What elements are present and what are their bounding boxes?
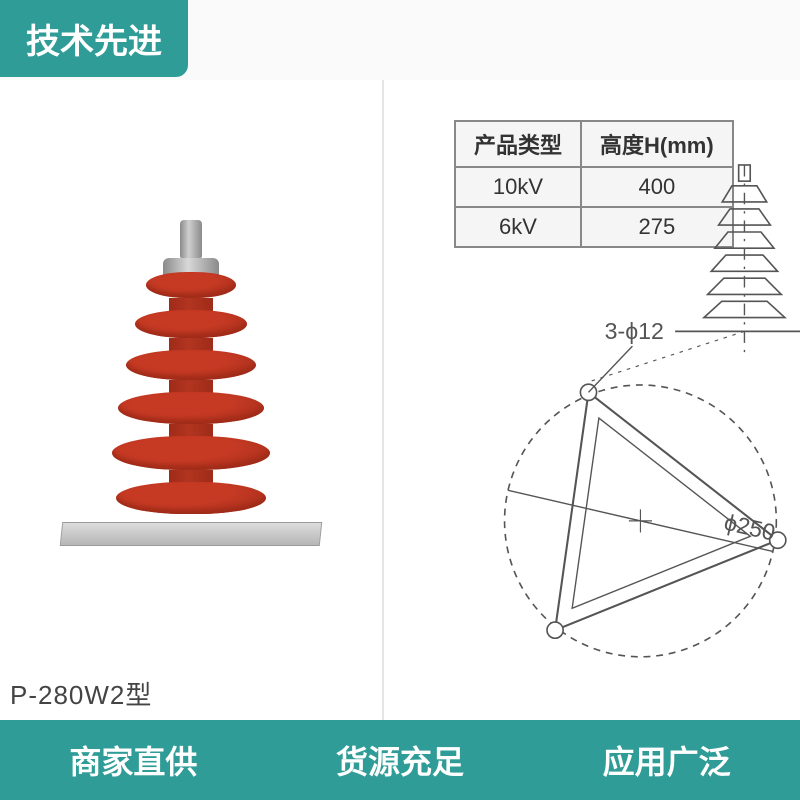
engineering-diagram: 3-ϕ12 ϕ250 — [444, 120, 800, 760]
content-area: P-280W2型 产品类型 高度H(mm) 10kV4006kV275 3-ϕ1… — [0, 80, 800, 720]
bottom-bar: 商家直供 货源充足 应用广泛 — [0, 720, 800, 800]
shed — [116, 482, 266, 514]
tech-badge-text: 技术先进 — [26, 23, 162, 61]
page-root: 技术先进 P-280W2型 产品类型 高度H(mm) 10k — [0, 0, 800, 800]
spec-pane: 产品类型 高度H(mm) 10kV4006kV275 3-ϕ12ϕ250 — [384, 80, 800, 720]
shed — [118, 392, 264, 424]
shed-stack — [112, 278, 270, 514]
shed — [126, 350, 256, 380]
model-label: P-280W2型 — [10, 675, 152, 712]
bottom-bar-item: 货源充足 — [336, 737, 464, 783]
shed — [112, 436, 270, 470]
holes-label: 3-ϕ12 — [605, 318, 664, 344]
terminal-top — [180, 220, 202, 258]
surge-arrester — [91, 220, 291, 580]
diameter-label: ϕ250 — [722, 509, 778, 546]
product-pane: P-280W2型 — [0, 80, 384, 720]
bottom-bar-item: 商家直供 — [69, 737, 197, 783]
tech-badge: 技术先进 — [0, 0, 188, 77]
bottom-bar-item: 应用广泛 — [603, 737, 731, 783]
base-plate — [60, 522, 323, 546]
shed — [135, 310, 247, 338]
shed — [146, 272, 236, 298]
